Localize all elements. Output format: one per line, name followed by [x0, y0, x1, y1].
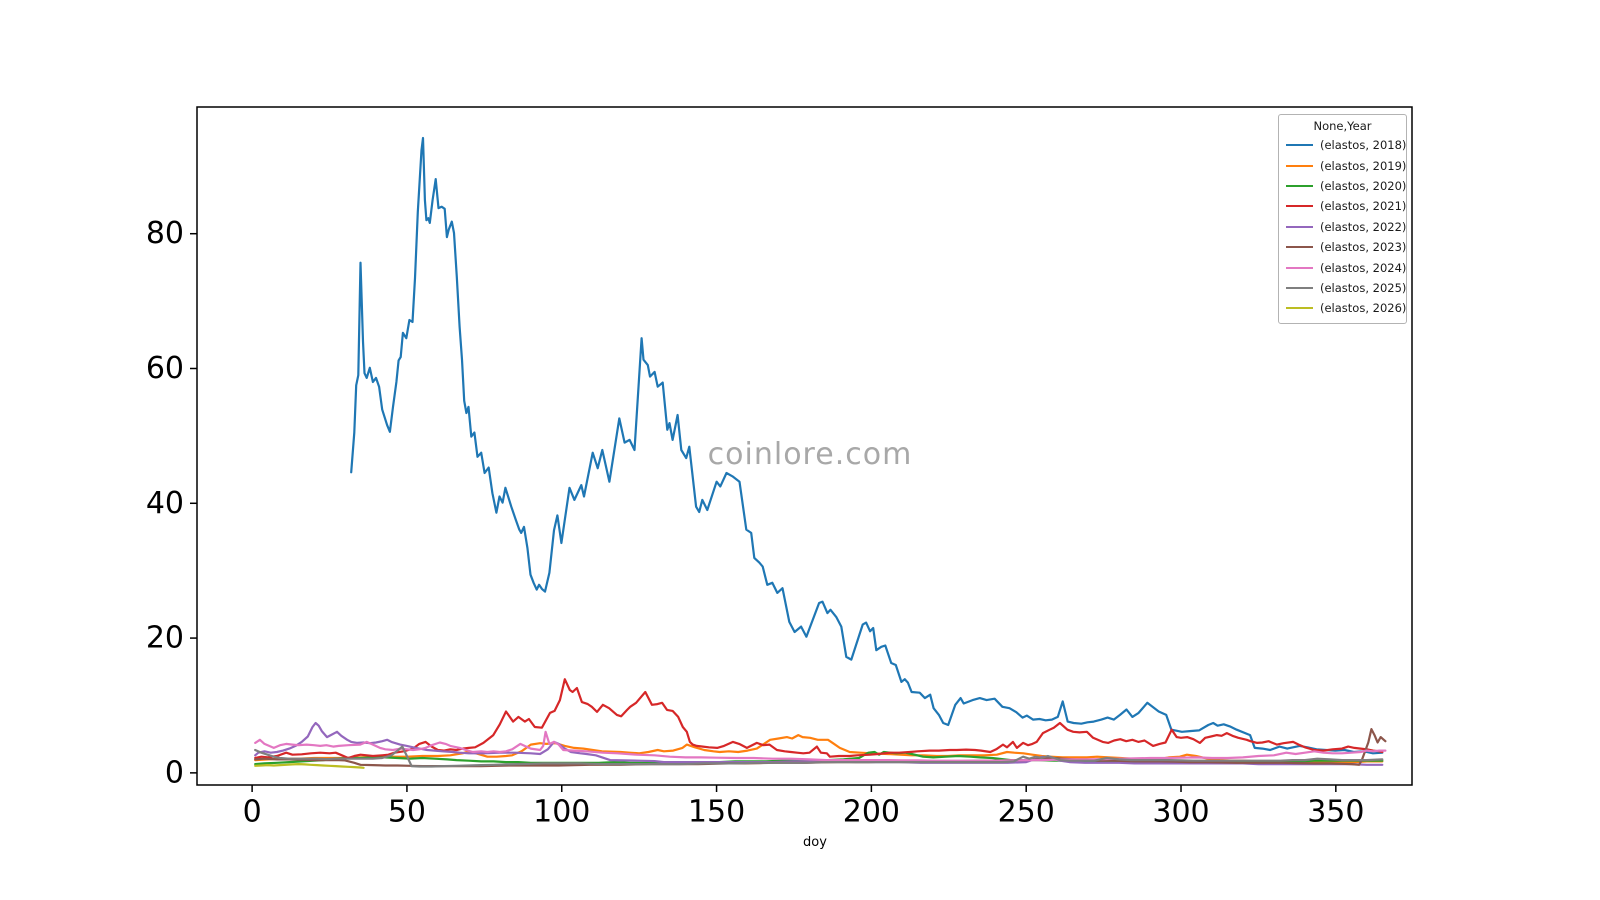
series-line — [254, 745, 1384, 768]
legend-item: (elastos, 2024) — [1279, 257, 1406, 277]
legend-title: None,Year — [1313, 119, 1372, 133]
x-tick-label: 0 — [243, 795, 262, 830]
legend-item: (elastos, 2025) — [1279, 278, 1406, 298]
legend-item: (elastos, 2021) — [1279, 196, 1406, 216]
series-line — [254, 721, 1384, 766]
legend-item-label: (elastos, 2018) — [1320, 138, 1407, 153]
x-tick-label: 50 — [388, 795, 426, 830]
legend-swatch-line — [1286, 164, 1313, 167]
legend-item-label: (elastos, 2025) — [1320, 280, 1407, 295]
plot-frame — [196, 106, 1413, 786]
legend-item-label: (elastos, 2024) — [1320, 260, 1407, 275]
x-tick-label: 150 — [688, 795, 745, 830]
legend-swatch-line — [1286, 225, 1313, 228]
x-tick-label: 100 — [533, 795, 590, 830]
legend-item: (elastos, 2020) — [1279, 176, 1406, 196]
legend-swatch-line — [1286, 144, 1313, 147]
x-axis-label: doy — [803, 835, 827, 850]
legend-swatch-line — [1286, 246, 1313, 249]
legend-swatch-line — [1286, 266, 1313, 269]
series-line — [254, 678, 1384, 760]
y-tick-label: 0 — [165, 755, 184, 790]
plot-border — [196, 106, 1413, 786]
series-line — [254, 730, 1387, 762]
x-tick-label: 250 — [998, 795, 1055, 830]
y-tick-label: 20 — [146, 621, 184, 656]
legend-item: (elastos, 2018) — [1279, 135, 1406, 155]
legend-swatch-line — [1286, 286, 1313, 289]
legend-item-label: (elastos, 2026) — [1320, 301, 1407, 316]
series-line — [254, 762, 365, 769]
y-tick-label: 40 — [146, 486, 184, 521]
legend: None,Year (elastos, 2018) (elastos, 2019)… — [1278, 114, 1407, 324]
watermark: coinlore.com — [707, 437, 913, 472]
axis-ticks: 0 50 100 150 200 250 300 350 0 20 40 60 80 — [146, 216, 1365, 829]
legend-item-label: (elastos, 2021) — [1320, 199, 1407, 214]
legend-item: (elastos, 2026) — [1279, 298, 1406, 318]
y-tick-label: 60 — [146, 351, 184, 386]
x-tick-label: 300 — [1152, 795, 1209, 830]
legend-swatch-line — [1286, 307, 1313, 310]
legend-item-label: (elastos, 2023) — [1320, 240, 1407, 255]
legend-item: (elastos, 2022) — [1279, 217, 1406, 237]
legend-item-label: (elastos, 2019) — [1320, 158, 1407, 173]
legend-swatch-line — [1286, 205, 1313, 208]
legend-item-label: (elastos, 2020) — [1320, 178, 1407, 193]
legend-item-label: (elastos, 2022) — [1320, 219, 1407, 234]
legend-item: (elastos, 2019) — [1279, 155, 1406, 175]
y-tick-label: 80 — [146, 216, 184, 251]
x-tick-label: 350 — [1307, 795, 1364, 830]
legend-swatch-line — [1286, 184, 1313, 187]
series-line — [350, 136, 1384, 755]
line-series — [254, 136, 1387, 769]
legend-items: (elastos, 2018) (elastos, 2019) (elastos, … — [1279, 135, 1406, 319]
legend-item: (elastos, 2023) — [1279, 237, 1406, 257]
x-tick-label: 200 — [843, 795, 900, 830]
